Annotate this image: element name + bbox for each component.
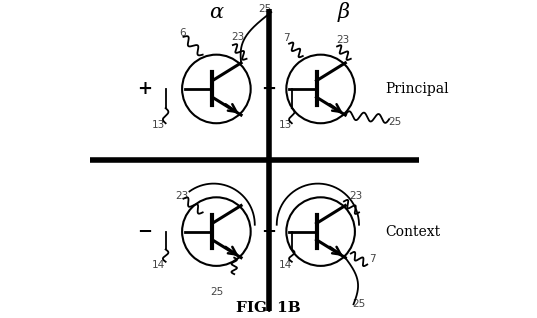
Text: 7: 7	[369, 254, 376, 264]
Text: 6: 6	[179, 28, 185, 38]
Text: 25: 25	[352, 299, 366, 309]
Text: 13: 13	[152, 120, 165, 130]
Text: +: +	[261, 80, 276, 98]
Text: Principal: Principal	[385, 82, 449, 96]
Text: −: −	[137, 223, 153, 241]
Text: Context: Context	[385, 225, 440, 238]
Text: α: α	[209, 3, 223, 22]
Text: 14: 14	[278, 259, 292, 270]
Text: 14: 14	[152, 259, 165, 270]
Text: 23: 23	[350, 191, 363, 201]
Text: 13: 13	[278, 120, 292, 130]
Text: 25: 25	[388, 117, 401, 127]
Text: FIG. 1B: FIG. 1B	[236, 301, 301, 315]
Text: 23: 23	[231, 32, 245, 42]
Text: 25: 25	[210, 287, 223, 297]
Text: β: β	[338, 2, 350, 22]
Text: 7: 7	[283, 33, 289, 43]
Text: 23: 23	[336, 35, 349, 45]
Text: +: +	[137, 80, 153, 98]
Text: 25: 25	[258, 4, 271, 14]
Text: 23: 23	[176, 191, 188, 201]
Text: −: −	[261, 223, 276, 241]
